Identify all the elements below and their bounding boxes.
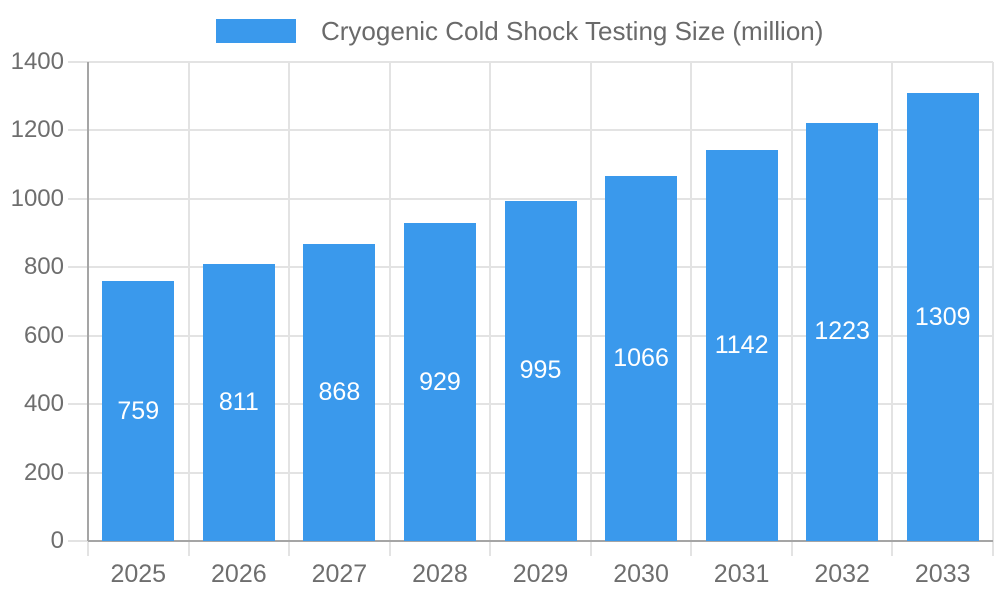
x-tick-label: 2032 — [814, 560, 870, 588]
bar-value-label: 929 — [419, 367, 461, 396]
h-gridline — [88, 129, 993, 132]
x-axis-tick — [891, 541, 894, 556]
bar[interactable]: 1309 — [906, 93, 979, 541]
x-axis-tick — [87, 541, 89, 556]
y-axis-line — [87, 62, 89, 541]
bar[interactable]: 811 — [202, 263, 275, 541]
bar-value-label: 1223 — [814, 317, 870, 346]
y-tick-label: 1000 — [10, 184, 64, 212]
x-tick-label: 2029 — [512, 560, 569, 588]
x-tick-label: 2028 — [412, 560, 468, 588]
bar[interactable]: 759 — [102, 281, 175, 541]
bar-value-label: 1142 — [714, 331, 769, 360]
x-tick-label: 2033 — [914, 560, 971, 588]
x-tick-label: 2025 — [110, 560, 167, 588]
bar-value-label: 811 — [218, 387, 259, 416]
x-axis-line — [88, 540, 993, 542]
x-tick-label: 2030 — [613, 560, 669, 588]
legend-label: Cryogenic Cold Shock Testing Size (milli… — [321, 16, 824, 46]
legend-item[interactable]: Cryogenic Cold Shock Testing Size (milli… — [216, 17, 823, 45]
x-axis-tick — [288, 541, 291, 556]
v-gridline — [288, 62, 291, 541]
bar[interactable]: 868 — [303, 244, 376, 541]
bar-value-label: 868 — [318, 378, 361, 406]
h-gridline — [88, 61, 993, 63]
bar[interactable]: 1142 — [705, 150, 778, 541]
bar[interactable]: 995 — [504, 200, 577, 541]
x-axis-tick — [388, 541, 391, 556]
y-tick-label: 1400 — [10, 48, 64, 75]
x-tick-label: 2027 — [311, 560, 368, 588]
x-axis-tick — [992, 541, 994, 556]
y-axis-tick — [68, 471, 88, 474]
y-tick-label: 600 — [23, 321, 64, 349]
y-tick-label: 800 — [23, 253, 64, 281]
y-axis-tick — [68, 540, 88, 542]
x-axis-tick — [690, 541, 693, 556]
bar-value-label: 995 — [519, 356, 562, 385]
v-gridline — [388, 62, 391, 541]
bar[interactable]: 1066 — [605, 176, 678, 541]
bar-value-label: 1066 — [613, 344, 669, 373]
y-tick-label: 0 — [50, 527, 64, 554]
bar-value-label: 1309 — [914, 302, 971, 331]
y-axis-tick — [68, 197, 88, 200]
y-tick-label: 400 — [23, 390, 64, 418]
y-tick-label: 1200 — [10, 116, 64, 144]
v-gridline — [589, 62, 592, 541]
x-axis-tick — [589, 541, 592, 556]
v-gridline — [790, 62, 793, 541]
v-gridline — [891, 62, 894, 541]
y-axis-tick — [68, 403, 88, 406]
y-axis-tick — [68, 129, 88, 132]
y-axis-tick — [68, 334, 88, 337]
bar-value-label: 759 — [117, 396, 160, 425]
y-tick-label: 200 — [23, 458, 64, 486]
y-axis-tick — [68, 266, 88, 269]
legend-swatch — [216, 19, 296, 43]
bar[interactable]: 1223 — [806, 122, 879, 541]
v-gridline — [992, 62, 994, 541]
v-gridline — [187, 62, 190, 541]
v-gridline — [690, 62, 693, 541]
x-axis-tick — [790, 541, 793, 556]
v-gridline — [489, 62, 492, 541]
x-axis-tick — [489, 541, 492, 556]
bar[interactable]: 929 — [403, 223, 476, 541]
h-gridline — [88, 197, 993, 200]
x-axis-tick — [187, 541, 190, 556]
plot-area: 0 200 400 600 800 1000 1200 1400 759 2025 811 2026 8… — [11, 48, 994, 588]
y-axis-tick — [68, 61, 88, 63]
x-tick-label: 2031 — [713, 560, 770, 588]
x-tick-label: 2026 — [211, 560, 267, 588]
